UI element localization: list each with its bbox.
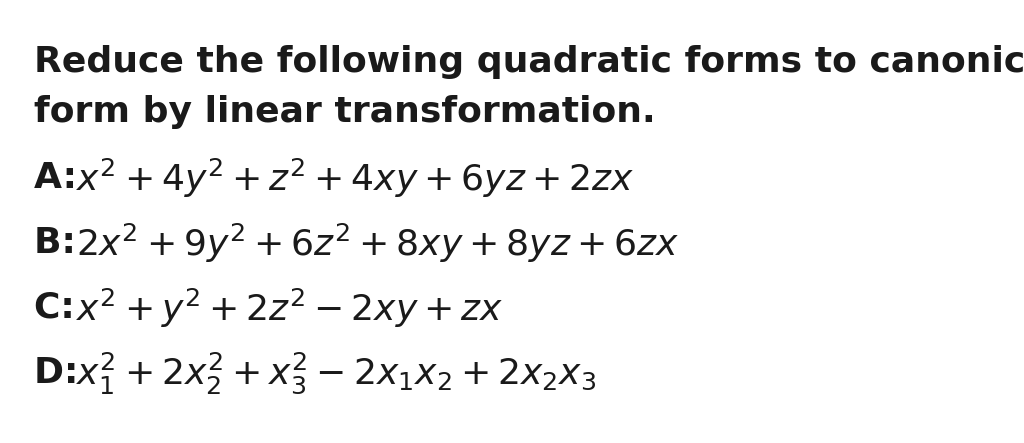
Text: D:: D: (34, 356, 91, 390)
Text: Reduce the following quadratic forms to canonical: Reduce the following quadratic forms to … (34, 45, 1024, 79)
Text: $2x^2 + 9y^2 + 6z^2 + 8xy + 8yz + 6zx$: $2x^2 + 9y^2 + 6z^2 + 8xy + 8yz + 6zx$ (76, 222, 679, 264)
Text: $x_1^2 + 2x_2^2 + x_3^2 - 2x_1x_2 + 2x_2x_3$: $x_1^2 + 2x_2^2 + x_3^2 - 2x_1x_2 + 2x_2… (76, 350, 596, 396)
Text: C:: C: (34, 291, 87, 325)
Text: B:: B: (34, 226, 88, 260)
Text: $x^2 + y^2 + 2z^2 - 2xy + zx$: $x^2 + y^2 + 2z^2 - 2xy + zx$ (76, 287, 504, 330)
Text: $x^2 + 4y^2 + z^2 + 4xy + 6yz + 2zx$: $x^2 + 4y^2 + z^2 + 4xy + 6yz + 2zx$ (76, 156, 634, 200)
Text: form by linear transformation.: form by linear transformation. (34, 95, 655, 129)
Text: A:: A: (34, 161, 89, 195)
